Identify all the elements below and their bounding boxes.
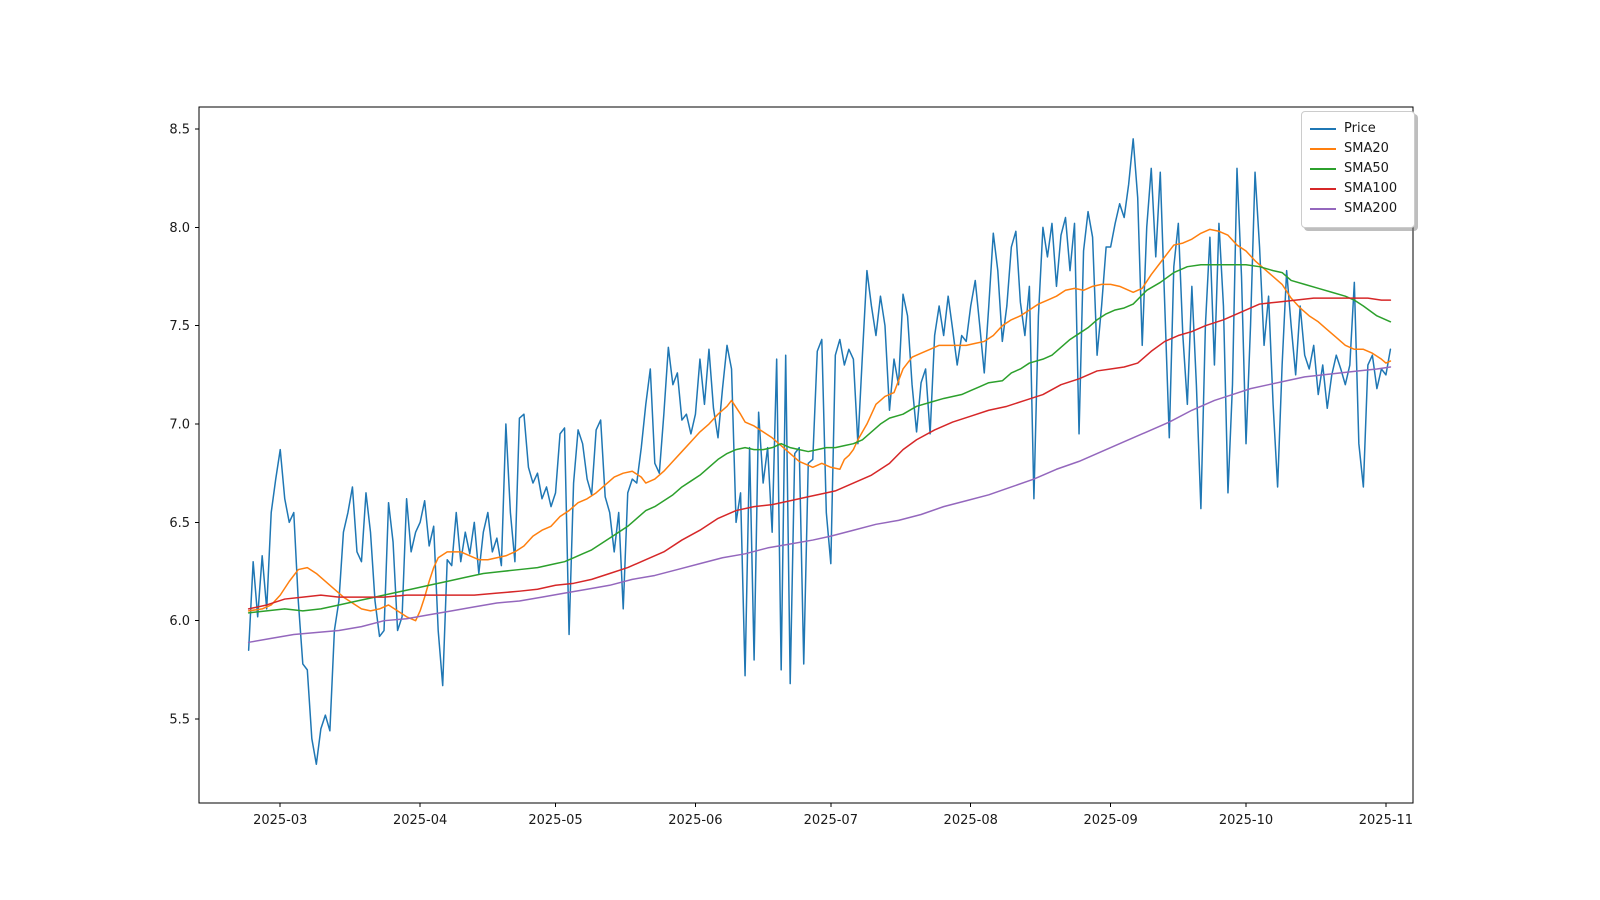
legend-item-sma20: SMA20: [1310, 139, 1406, 159]
sma200-line-sample: [1310, 208, 1336, 210]
y-axis: 5.5 6.0 6.5 7.0 7.5 8.0 8.5: [169, 123, 199, 728]
legend-label-sma100: SMA100: [1344, 181, 1398, 196]
sma100-line-sample: [1310, 188, 1336, 190]
series-line-sma50: [247, 263, 1392, 614]
legend-item-sma50: SMA50: [1310, 159, 1406, 179]
y-tick-label: 7.5: [169, 319, 190, 334]
legend-item-sma200: SMA200: [1310, 199, 1406, 219]
legend-label-sma50: SMA50: [1344, 161, 1389, 176]
legend: Price SMA20 SMA50 SMA100 SMA200: [1301, 111, 1415, 228]
x-axis: 2025-03 2025-04 2025-05 2025-06 2025-07 2025-…: [253, 803, 1413, 828]
legend-label-price: Price: [1344, 121, 1376, 136]
y-tick-label: 6.0: [169, 614, 190, 629]
legend-label-sma20: SMA20: [1344, 141, 1389, 156]
y-tick-label: 7.0: [169, 418, 190, 433]
sma20-line-sample: [1310, 148, 1336, 150]
plot-border: [198, 106, 1414, 804]
x-tick-label: 2025-07: [804, 813, 858, 828]
legend-item-price: Price: [1310, 119, 1406, 139]
x-tick-label: 2025-05: [528, 813, 582, 828]
series-line-price: [247, 138, 1392, 766]
price-line-sample: [1310, 128, 1336, 130]
y-tick-label: 8.5: [169, 123, 190, 138]
x-tick-label: 2025-04: [393, 813, 447, 828]
x-tick-label: 2025-03: [253, 813, 307, 828]
plot-series: [247, 138, 1392, 766]
series-line-sma20: [247, 228, 1392, 622]
series-line-sma200: [247, 366, 1392, 644]
x-tick-label: 2025-08: [944, 813, 998, 828]
x-tick-label: 2025-06: [668, 813, 722, 828]
y-tick-label: 8.0: [169, 221, 190, 236]
x-tick-label: 2025-09: [1083, 813, 1137, 828]
x-tick-label: 2025-10: [1219, 813, 1273, 828]
y-tick-label: 6.5: [169, 516, 190, 531]
legend-label-sma200: SMA200: [1344, 201, 1398, 216]
x-tick-label: 2025-11: [1359, 813, 1413, 828]
legend-item-sma100: SMA100: [1310, 179, 1406, 199]
y-tick-label: 5.5: [169, 713, 190, 728]
sma50-line-sample: [1310, 168, 1336, 170]
series-line-sma100: [247, 297, 1392, 610]
